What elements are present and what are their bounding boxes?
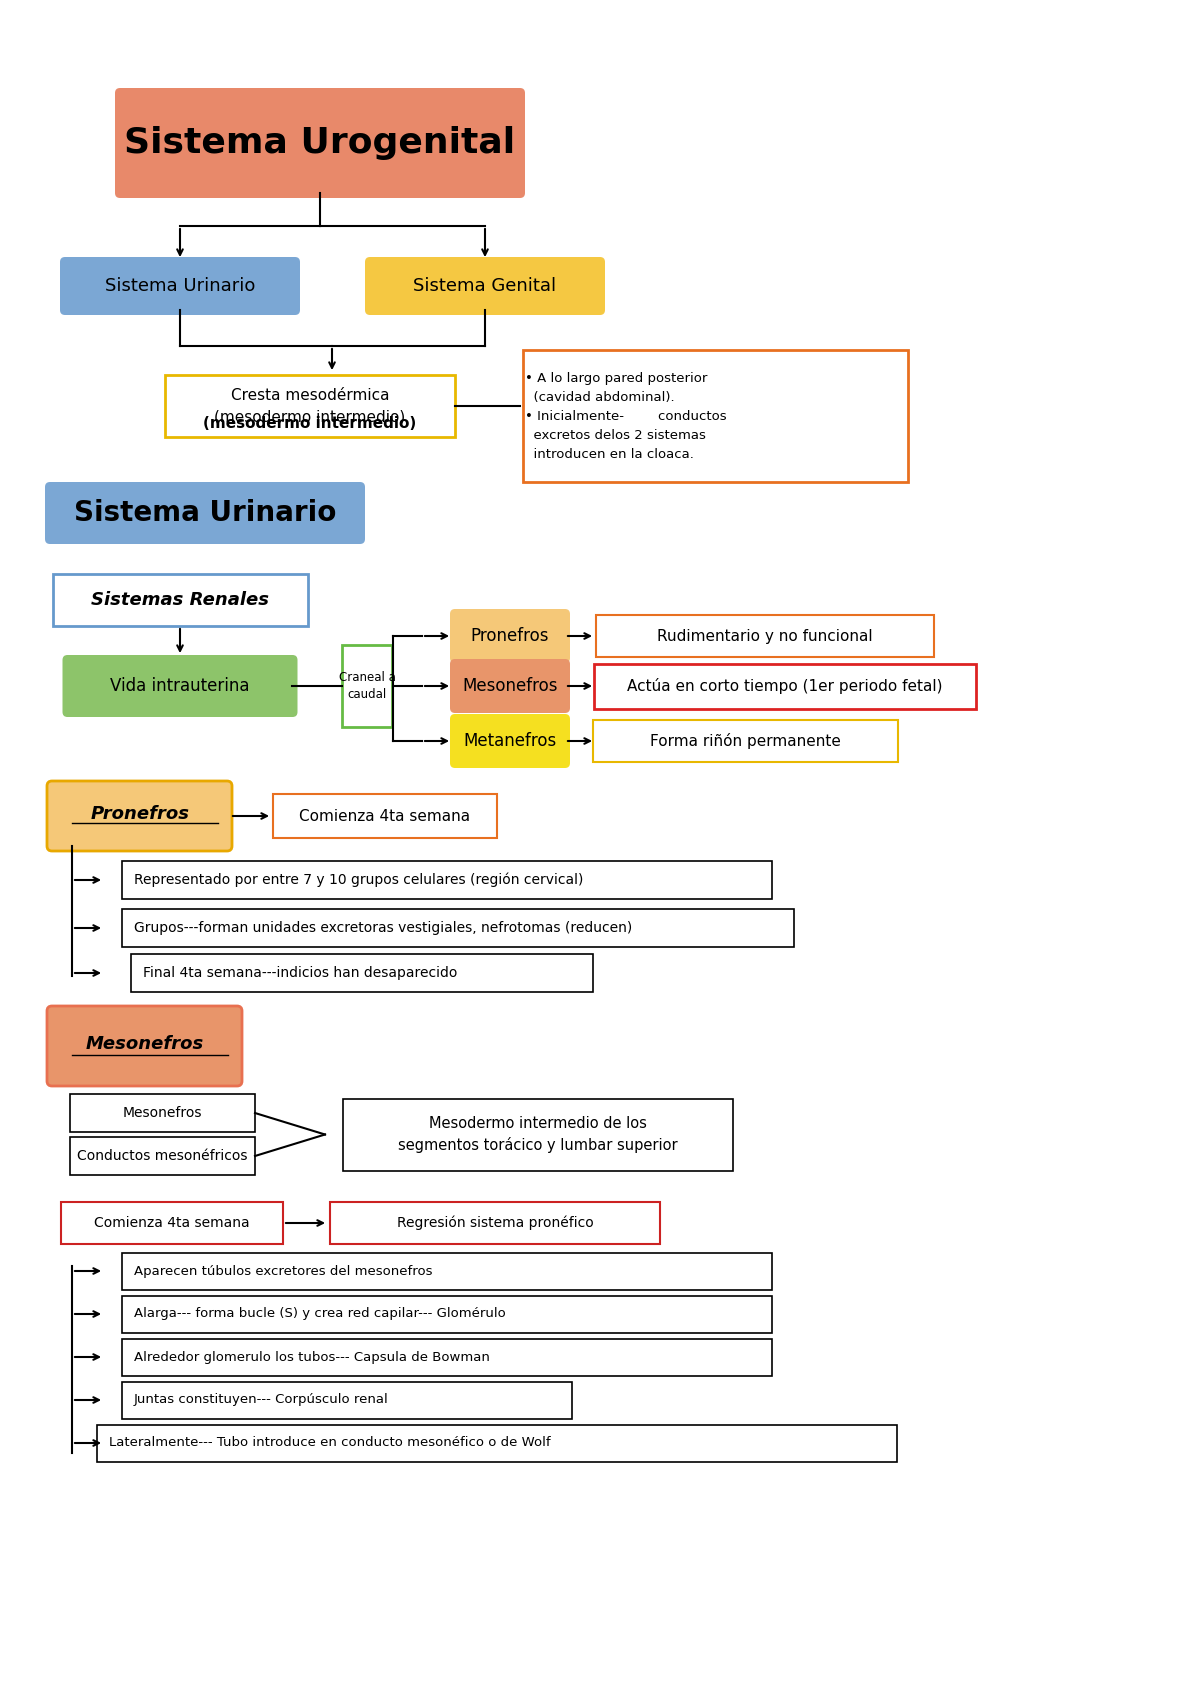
FancyBboxPatch shape xyxy=(47,1005,242,1087)
Text: Mesonefros: Mesonefros xyxy=(122,1105,202,1121)
FancyBboxPatch shape xyxy=(594,664,976,708)
Text: Craneal a
caudal: Craneal a caudal xyxy=(338,671,396,701)
FancyBboxPatch shape xyxy=(60,256,300,316)
FancyBboxPatch shape xyxy=(522,350,907,482)
Text: Sistema Urinario: Sistema Urinario xyxy=(74,499,336,526)
Text: Final 4ta semana---indicios han desaparecido: Final 4ta semana---indicios han desapare… xyxy=(143,966,457,980)
FancyBboxPatch shape xyxy=(61,1202,283,1245)
FancyBboxPatch shape xyxy=(131,954,593,992)
FancyBboxPatch shape xyxy=(62,655,298,717)
FancyBboxPatch shape xyxy=(342,645,392,727)
FancyBboxPatch shape xyxy=(166,375,455,436)
Text: Pronefros: Pronefros xyxy=(470,627,550,645)
FancyBboxPatch shape xyxy=(122,908,794,947)
FancyBboxPatch shape xyxy=(70,1138,254,1175)
Text: Sistema Genital: Sistema Genital xyxy=(414,277,557,295)
Text: Comienza 4ta semana: Comienza 4ta semana xyxy=(300,808,470,824)
Text: Alarga--- forma bucle (S) y crea red capilar--- Glomérulo: Alarga--- forma bucle (S) y crea red cap… xyxy=(134,1307,505,1321)
Text: Cresta mesodérmica
(mesodermo intermedio): Cresta mesodérmica (mesodermo intermedio… xyxy=(215,389,406,424)
Text: Vida intrauterina: Vida intrauterina xyxy=(110,678,250,694)
FancyBboxPatch shape xyxy=(115,88,526,199)
FancyBboxPatch shape xyxy=(122,1382,572,1418)
FancyBboxPatch shape xyxy=(122,861,772,898)
FancyBboxPatch shape xyxy=(122,1296,772,1333)
Text: Comienza 4ta semana: Comienza 4ta semana xyxy=(94,1216,250,1229)
Text: Rudimentario y no funcional: Rudimentario y no funcional xyxy=(658,628,872,644)
FancyBboxPatch shape xyxy=(596,615,934,657)
FancyBboxPatch shape xyxy=(122,1253,772,1289)
FancyBboxPatch shape xyxy=(53,574,307,627)
Text: Juntas constituyen--- Corpúsculo renal: Juntas constituyen--- Corpúsculo renal xyxy=(134,1394,389,1406)
Text: Sistemas Renales: Sistemas Renales xyxy=(91,591,269,610)
Text: Grupos---forman unidades excretoras vestigiales, nefrotomas (reducen): Grupos---forman unidades excretoras vest… xyxy=(134,920,632,936)
Text: Actúa en corto tiempo (1er periodo fetal): Actúa en corto tiempo (1er periodo fetal… xyxy=(628,678,943,694)
FancyBboxPatch shape xyxy=(450,610,570,662)
Text: Mesonefros: Mesonefros xyxy=(462,678,558,694)
Text: Mesodermo intermedio de los
segmentos torácico y lumbar superior: Mesodermo intermedio de los segmentos to… xyxy=(398,1116,678,1153)
FancyBboxPatch shape xyxy=(272,795,498,839)
Text: • A lo largo pared posterior
  (cavidad abdominal).
• Inicialmente-        condu: • A lo largo pared posterior (cavidad ab… xyxy=(526,372,727,460)
Text: Regresión sistema pronéfico: Regresión sistema pronéfico xyxy=(397,1216,593,1231)
FancyBboxPatch shape xyxy=(450,713,570,767)
Text: Sistema Urinario: Sistema Urinario xyxy=(104,277,256,295)
FancyBboxPatch shape xyxy=(122,1338,772,1375)
FancyBboxPatch shape xyxy=(450,659,570,713)
Text: Aparecen túbulos excretores del mesonefros: Aparecen túbulos excretores del mesonefr… xyxy=(134,1265,432,1277)
Text: Lateralmente--- Tubo introduce en conducto mesonéfico o de Wolf: Lateralmente--- Tubo introduce en conduc… xyxy=(109,1437,551,1450)
FancyBboxPatch shape xyxy=(47,781,232,851)
Text: Alrededor glomerulo los tubos--- Capsula de Bowman: Alrededor glomerulo los tubos--- Capsula… xyxy=(134,1350,490,1363)
FancyBboxPatch shape xyxy=(343,1099,733,1170)
Text: Metanefros: Metanefros xyxy=(463,732,557,751)
FancyBboxPatch shape xyxy=(44,482,365,543)
Text: (mesodermo intermedio): (mesodermo intermedio) xyxy=(203,416,416,431)
FancyBboxPatch shape xyxy=(97,1425,896,1462)
Text: Representado por entre 7 y 10 grupos celulares (región cervical): Representado por entre 7 y 10 grupos cel… xyxy=(134,873,583,888)
Text: Conductos mesonéfricos: Conductos mesonéfricos xyxy=(77,1150,247,1163)
Text: Sistema Urogenital: Sistema Urogenital xyxy=(125,126,516,160)
FancyBboxPatch shape xyxy=(365,256,605,316)
Text: Mesonefros: Mesonefros xyxy=(86,1036,204,1053)
Text: Forma riñón permanente: Forma riñón permanente xyxy=(649,734,840,749)
FancyBboxPatch shape xyxy=(330,1202,660,1245)
Text: Pronefros: Pronefros xyxy=(90,805,190,824)
FancyBboxPatch shape xyxy=(593,720,898,762)
FancyBboxPatch shape xyxy=(70,1094,254,1133)
